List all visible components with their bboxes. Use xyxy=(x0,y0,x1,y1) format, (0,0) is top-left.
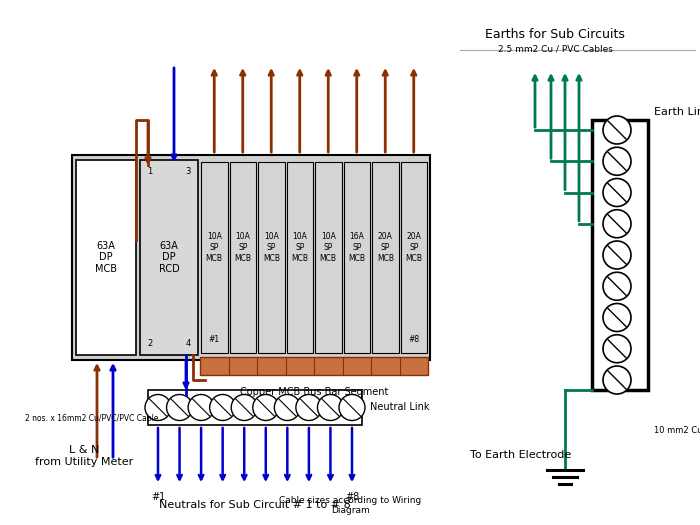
Text: 10A
SP
MCB: 10A SP MCB xyxy=(320,232,337,263)
Text: 3: 3 xyxy=(186,167,190,176)
Circle shape xyxy=(603,210,631,238)
Circle shape xyxy=(603,241,631,269)
Circle shape xyxy=(274,394,300,421)
Text: 20A
SP
MCB: 20A SP MCB xyxy=(377,232,393,263)
Circle shape xyxy=(603,335,631,363)
Circle shape xyxy=(231,394,257,421)
Bar xyxy=(72,155,430,360)
Circle shape xyxy=(339,394,365,421)
Circle shape xyxy=(603,178,631,206)
Text: 63A
DP
RCD: 63A DP RCD xyxy=(159,241,179,274)
Bar xyxy=(148,390,362,425)
Text: Earth Link: Earth Link xyxy=(654,107,700,117)
Text: 10A
SP
MCB: 10A SP MCB xyxy=(291,232,308,263)
Circle shape xyxy=(603,116,631,144)
Text: Neutral Link: Neutral Link xyxy=(370,403,430,413)
Text: 4: 4 xyxy=(186,339,190,348)
Circle shape xyxy=(210,394,236,421)
Bar xyxy=(258,162,284,353)
Text: 10 mm2 Cu / PVC Cable: 10 mm2 Cu / PVC Cable xyxy=(654,425,700,435)
Text: 1: 1 xyxy=(148,167,153,176)
Text: 63A
DP
MCB: 63A DP MCB xyxy=(95,241,117,274)
Text: #8: #8 xyxy=(408,335,419,344)
Circle shape xyxy=(253,394,279,421)
Text: Earths for Sub Circuits: Earths for Sub Circuits xyxy=(485,28,625,41)
Bar xyxy=(400,162,427,353)
Text: #1: #1 xyxy=(151,492,165,502)
Circle shape xyxy=(317,394,344,421)
Text: 10A
SP
MCB: 10A SP MCB xyxy=(262,232,280,263)
Text: 2: 2 xyxy=(148,339,153,348)
Text: Copper MCB Bus Bar Seqment: Copper MCB Bus Bar Seqment xyxy=(240,387,388,397)
Text: #1: #1 xyxy=(209,335,220,344)
Circle shape xyxy=(603,147,631,175)
Bar xyxy=(344,162,370,353)
Bar xyxy=(592,120,648,390)
Circle shape xyxy=(296,394,322,421)
Text: 2 nos. x 16mm2 Cu/PVC/PVC Cable: 2 nos. x 16mm2 Cu/PVC/PVC Cable xyxy=(25,414,158,423)
Text: 16A
SP
MCB: 16A SP MCB xyxy=(349,232,365,263)
Text: 20A
SP
MCB: 20A SP MCB xyxy=(405,232,422,263)
Text: Cable sizes according to Wiring
Diagram: Cable sizes according to Wiring Diagram xyxy=(279,496,421,515)
Text: Neutrals for Sub Circuit # 1 to # 8: Neutrals for Sub Circuit # 1 to # 8 xyxy=(159,500,351,510)
Bar xyxy=(230,162,256,353)
Text: 10A
SP
MCB: 10A SP MCB xyxy=(234,232,251,263)
Circle shape xyxy=(603,366,631,394)
Text: To Earth Electrode: To Earth Electrode xyxy=(470,450,571,460)
Bar xyxy=(200,357,428,375)
Bar xyxy=(76,160,136,355)
Circle shape xyxy=(603,303,631,331)
Bar xyxy=(315,162,342,353)
Circle shape xyxy=(145,394,171,421)
Circle shape xyxy=(188,394,214,421)
Circle shape xyxy=(603,272,631,300)
Circle shape xyxy=(167,394,193,421)
Bar xyxy=(372,162,398,353)
Bar xyxy=(201,162,228,353)
Text: L & N
from Utility Meter: L & N from Utility Meter xyxy=(35,445,133,467)
Bar xyxy=(140,160,198,355)
Text: 10A
SP
MCB: 10A SP MCB xyxy=(206,232,223,263)
Bar xyxy=(286,162,313,353)
Text: 2.5 mm2 Cu / PVC Cables: 2.5 mm2 Cu / PVC Cables xyxy=(498,44,612,53)
Text: #8: #8 xyxy=(345,492,359,502)
